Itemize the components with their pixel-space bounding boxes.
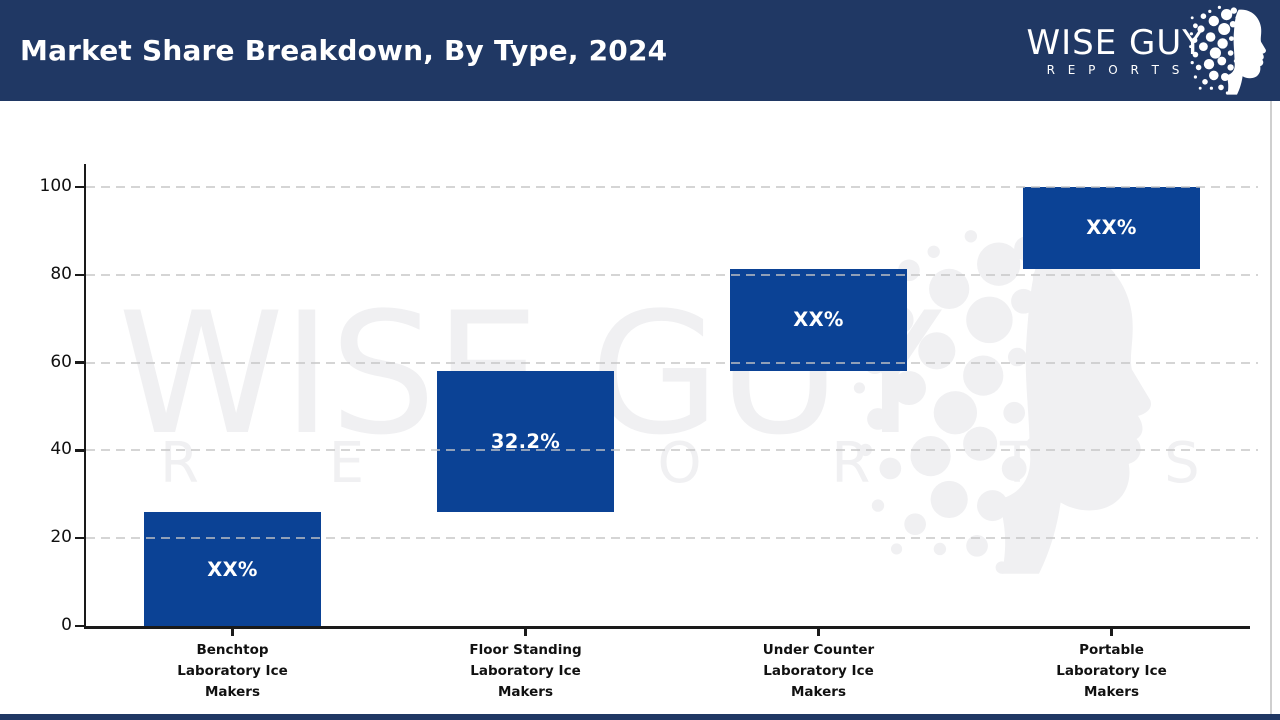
bar-value-label: XX% xyxy=(793,308,844,332)
x-axis-category-line: Portable xyxy=(1079,642,1144,658)
y-axis-line xyxy=(83,164,86,628)
x-axis-category-line: Laboratory Ice xyxy=(763,663,874,679)
brand-wordmark-sub: R E P O R T S xyxy=(1046,62,1184,77)
x-axis-category-label: Portable Laboratory Ice Makers xyxy=(965,640,1259,703)
x-axis-category-line: Laboratory Ice xyxy=(470,663,581,679)
y-axis-tick xyxy=(75,537,84,540)
y-axis-tick xyxy=(75,185,84,189)
y-axis-tick-label: 60 xyxy=(50,351,72,372)
bar-value-label: 32.2% xyxy=(490,430,561,454)
y-gridline xyxy=(86,186,1258,188)
x-axis-tick xyxy=(1110,628,1113,636)
y-axis-tick xyxy=(75,273,84,276)
y-axis-tick-label: 100 xyxy=(39,176,72,196)
header: Market Share Breakdown, By Type, 2024 WI… xyxy=(0,0,1280,101)
y-axis-tick xyxy=(75,449,84,452)
x-axis-tick xyxy=(231,628,234,636)
bar-segment: 32.2% xyxy=(437,370,614,513)
y-axis-tick-label: 20 xyxy=(50,527,72,548)
y-gridline xyxy=(86,361,1258,364)
bar-segment: XX% xyxy=(730,268,907,371)
x-axis-category-line: Benchtop xyxy=(196,642,269,658)
y-axis-tick-label: 40 xyxy=(50,439,72,460)
page-title: Market Share Breakdown, By Type, 2024 xyxy=(20,34,668,67)
y-axis-tick xyxy=(75,361,84,364)
bar-segment: XX% xyxy=(1023,187,1200,269)
footer-bar xyxy=(0,714,1280,720)
y-axis-tick-label: 80 xyxy=(50,263,72,284)
brand-wordmark: WISE GUY xyxy=(1026,22,1204,63)
y-gridline xyxy=(86,449,1258,452)
x-axis-tick xyxy=(524,628,527,636)
x-axis-category-line: Makers xyxy=(497,684,553,700)
x-axis-category-line: Laboratory Ice xyxy=(177,663,288,679)
x-axis-category-label: Under Counter Laboratory Ice Makers xyxy=(672,640,966,703)
chart-area: WISE GUY R E P O R T S XX% 32.2% XX% XX% 0 20… xyxy=(0,101,1280,714)
right-border-line xyxy=(1270,101,1272,714)
y-gridline xyxy=(86,273,1258,276)
y-axis-tick xyxy=(75,624,84,628)
x-axis-category-line: Makers xyxy=(204,684,260,700)
bar-value-label: XX% xyxy=(207,557,258,581)
x-axis-category-line: Laboratory Ice xyxy=(1056,663,1167,679)
brand-logo: WISE GUY R E P O R T S xyxy=(1026,4,1270,98)
x-axis-category-line: Under Counter xyxy=(762,642,875,658)
x-axis-category-line: Makers xyxy=(790,684,846,700)
x-axis-category-label: Floor Standing Laboratory Ice Makers xyxy=(379,640,673,703)
x-axis-category-label: Benchtop Laboratory Ice Makers xyxy=(86,640,380,703)
x-axis-line xyxy=(83,626,1250,629)
brand-wordmark-group: WISE GUY R E P O R T S xyxy=(1026,26,1204,77)
x-axis-category-line: Makers xyxy=(1083,684,1139,700)
y-axis-tick-label: 0 xyxy=(61,615,72,635)
y-gridline xyxy=(86,537,1258,540)
bar-segment: XX% xyxy=(144,512,321,626)
x-axis-category-line: Floor Standing xyxy=(469,642,582,658)
bar-value-label: XX% xyxy=(1086,216,1137,240)
x-axis-tick xyxy=(817,628,820,636)
